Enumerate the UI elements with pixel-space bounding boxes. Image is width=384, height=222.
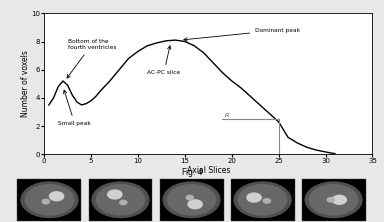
Circle shape [234, 182, 291, 218]
Circle shape [310, 185, 358, 215]
Circle shape [120, 200, 127, 205]
Circle shape [332, 195, 346, 204]
Circle shape [42, 199, 50, 204]
Circle shape [186, 195, 193, 200]
Text: AC-PC slice: AC-PC slice [147, 46, 180, 75]
Circle shape [188, 200, 202, 209]
Circle shape [305, 182, 362, 218]
Text: R: R [225, 113, 229, 118]
Circle shape [50, 192, 64, 201]
Text: Small peak: Small peak [58, 90, 91, 126]
Bar [302, 179, 366, 221]
Circle shape [96, 185, 145, 215]
Bar [18, 179, 81, 221]
Y-axis label: Number of voxels: Number of voxels [21, 50, 30, 117]
Text: Fig. 4: Fig. 4 [182, 168, 202, 177]
Circle shape [238, 185, 287, 215]
Bar [160, 179, 223, 221]
Circle shape [92, 182, 149, 218]
Bar [231, 179, 295, 221]
Text: Dominant peak: Dominant peak [184, 28, 300, 41]
Circle shape [108, 190, 122, 199]
Circle shape [167, 185, 216, 215]
Bar [89, 179, 152, 221]
Circle shape [25, 185, 74, 215]
Circle shape [163, 182, 220, 218]
Circle shape [247, 193, 261, 202]
Circle shape [263, 199, 270, 203]
Text: Bottom of the
fourth ventricles: Bottom of the fourth ventricles [67, 39, 116, 78]
Circle shape [327, 198, 334, 202]
X-axis label: Axial Slices: Axial Slices [187, 166, 230, 175]
Circle shape [21, 182, 78, 218]
